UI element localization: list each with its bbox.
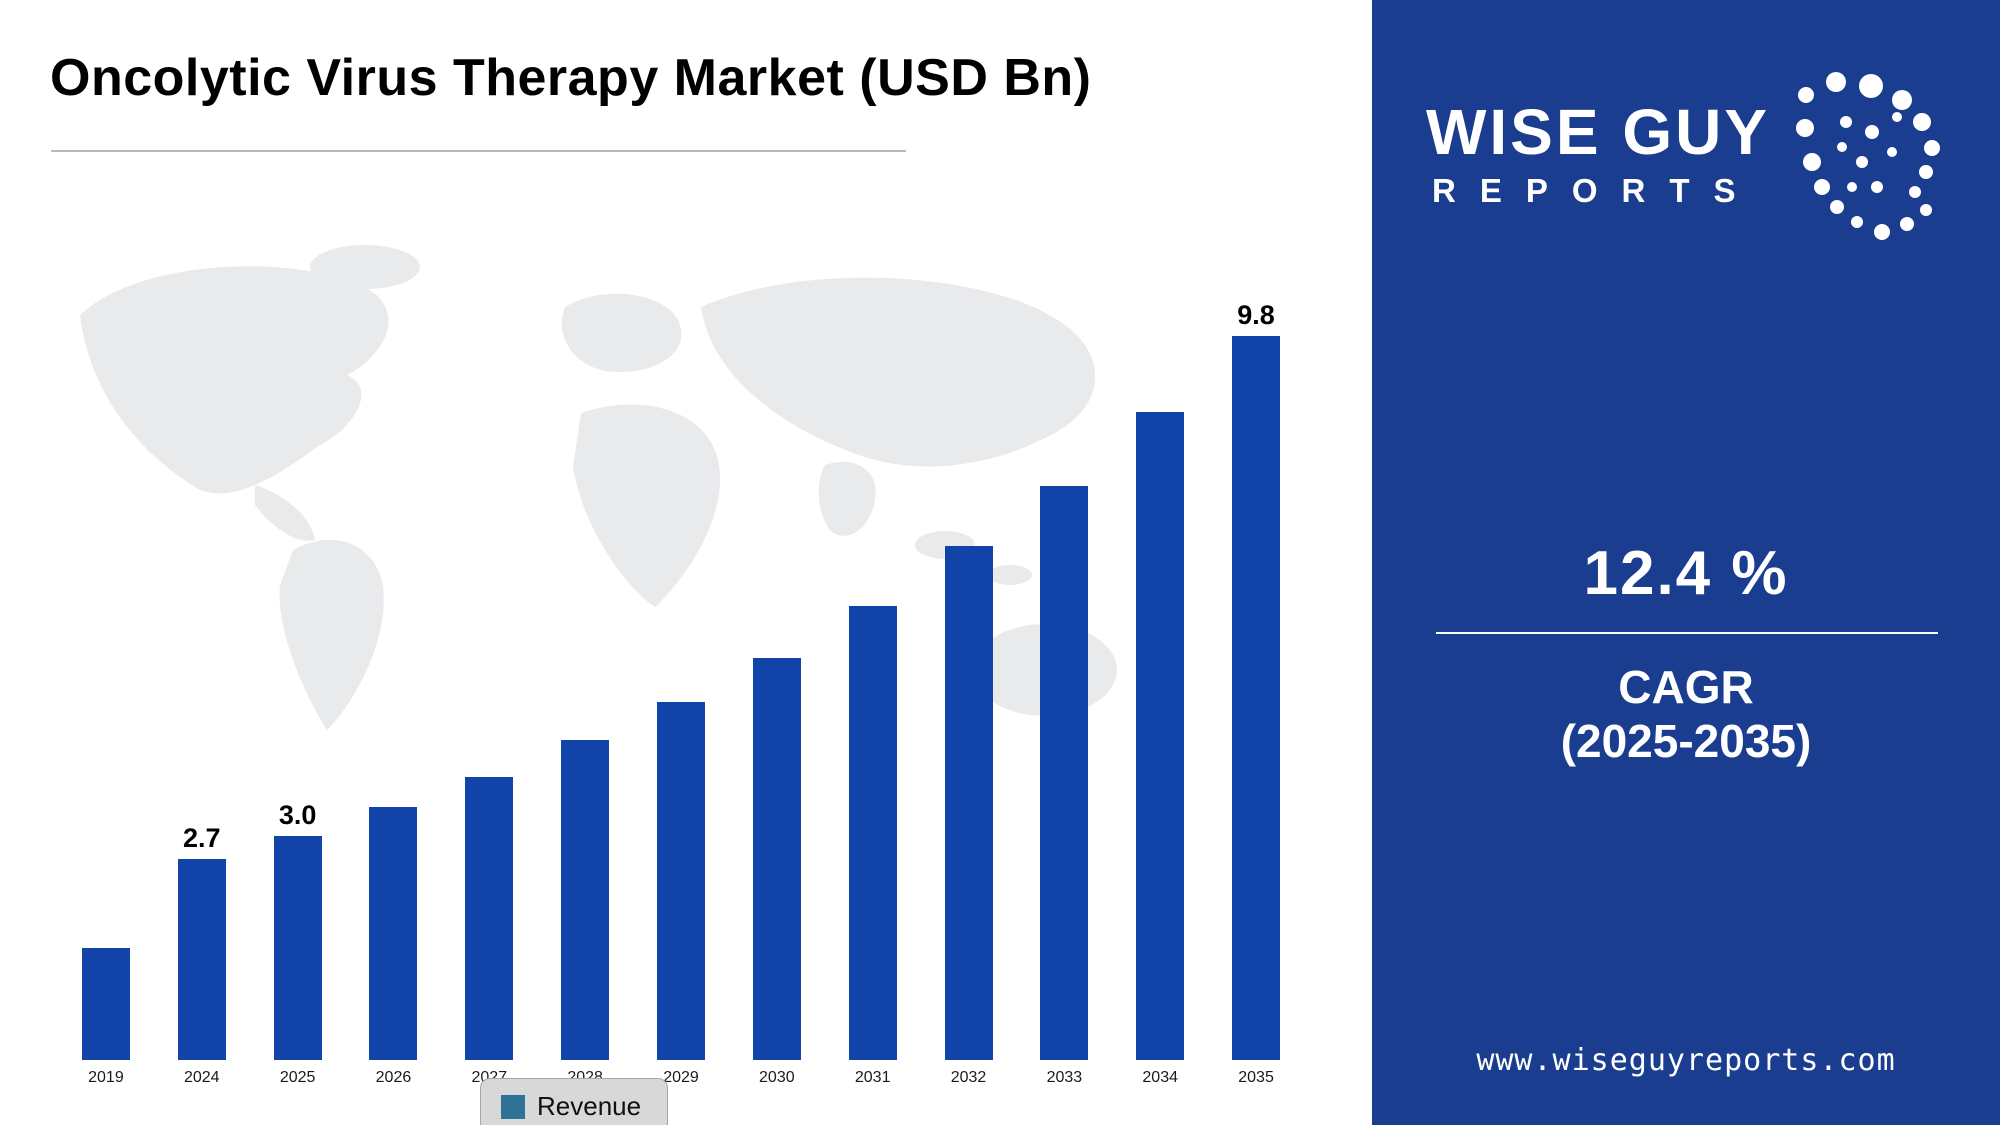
logo-text: WISE GUY REPORTS bbox=[1426, 70, 1770, 207]
axis-tick-2034: 2034 bbox=[1142, 1069, 1178, 1086]
bar-item-2027: 2027 bbox=[441, 300, 537, 1090]
axis-tick-2029: 2029 bbox=[663, 1069, 699, 1086]
bar-item-2026: 2026 bbox=[346, 300, 442, 1090]
axis-tick-2026: 2026 bbox=[375, 1069, 412, 1086]
brand-panel: WISE GUY REPORTS bbox=[1372, 0, 2000, 1125]
bar-chart: 2019 2.7 2024 3.0 2025 2026 20272028 2029 2030 20… bbox=[58, 300, 1304, 1090]
bar-value-label-2024: 2.7 bbox=[182, 823, 221, 853]
legend-swatch-revenue bbox=[501, 1094, 525, 1119]
title-underline bbox=[51, 150, 906, 152]
bar-2026 bbox=[369, 807, 418, 1060]
axis-tick-2032: 2032 bbox=[950, 1069, 987, 1086]
bar-value-label-2035: 9.8 bbox=[1237, 300, 1275, 330]
bar-value-label-2025: 3.0 bbox=[278, 800, 317, 830]
axis-tick-2035: 2035 bbox=[1238, 1069, 1274, 1087]
bar-2019 bbox=[81, 948, 130, 1060]
bar-2028 bbox=[561, 740, 610, 1060]
axis-tick-2031: 2031 bbox=[854, 1069, 891, 1086]
bar-item-2019: 2019 bbox=[58, 300, 154, 1090]
website-url: www.wiseguyreports.com bbox=[1476, 1043, 1896, 1078]
bar-2034 bbox=[1136, 412, 1185, 1060]
cagr-label: CAGR bbox=[1618, 661, 1754, 713]
bar-item-2034: 2034 bbox=[1112, 300, 1208, 1090]
bar-item-2035: 9.8 2035 bbox=[1208, 300, 1304, 1090]
logo-wordmark-line2: REPORTS bbox=[1431, 172, 1760, 209]
axis-tick-2030: 2030 bbox=[759, 1069, 795, 1086]
chart-title: Oncolytic Virus Therapy Market (USD Bn) bbox=[50, 49, 1092, 107]
wise-guy-reports-logo: WISE GUY REPORTS bbox=[1372, 70, 2000, 255]
chart-legend: Revenue bbox=[480, 1078, 669, 1125]
bar-2029 bbox=[656, 702, 705, 1060]
axis-tick-2025: 2025 bbox=[279, 1069, 316, 1086]
axis-tick-2019: 2019 bbox=[88, 1069, 124, 1086]
axis-tick-2033: 2033 bbox=[1046, 1069, 1083, 1086]
bar-item-2030: 2030 bbox=[729, 300, 825, 1090]
bar-2032 bbox=[944, 546, 993, 1060]
bar-item-2024: 2.7 2024 bbox=[154, 300, 250, 1090]
cagr-period: (2025-2035) bbox=[1560, 715, 1812, 767]
bar-2024 bbox=[177, 859, 226, 1060]
bar-2033 bbox=[1040, 486, 1089, 1060]
cagr-divider bbox=[1436, 632, 1938, 634]
cagr-value: 12.4 % bbox=[1583, 539, 1789, 608]
dotted-head-icon bbox=[1796, 72, 1941, 240]
bar-item-2033: 2033 bbox=[1016, 300, 1112, 1090]
bar-2030 bbox=[752, 658, 801, 1060]
bar-item-2031: 2031 bbox=[825, 300, 921, 1090]
bar-item-2025: 3.0 2025 bbox=[250, 300, 346, 1090]
bar-2027 bbox=[465, 777, 514, 1060]
logo-wordmark-line1: WISE GUY bbox=[1425, 96, 1771, 168]
axis-tick-2024: 2024 bbox=[183, 1069, 220, 1086]
bar-item-2029: 2029 bbox=[633, 300, 729, 1090]
bar-item-2032: 2032 bbox=[921, 300, 1017, 1090]
bar-2025 bbox=[273, 836, 322, 1060]
bar-2031 bbox=[848, 606, 897, 1060]
legend-label-revenue: Revenue bbox=[537, 1091, 642, 1121]
bar-item-2028: 2028 bbox=[537, 300, 633, 1090]
bar-2035 bbox=[1232, 335, 1281, 1061]
